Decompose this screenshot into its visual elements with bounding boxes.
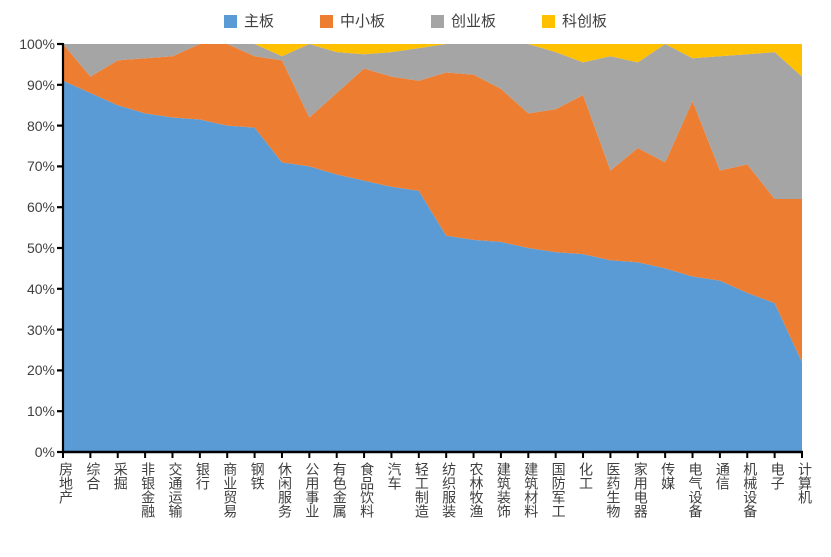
y-axis-tick-label: 90%: [26, 76, 55, 93]
x-axis-tick-label: 电子: [769, 462, 786, 490]
area-series-4: [63, 44, 802, 77]
chart-legend: 主板 中小板 创业板 科创板: [0, 8, 831, 34]
y-axis-tick-label: 10%: [26, 403, 55, 420]
y-axis-tick-label: 100%: [19, 36, 55, 52]
x-axis-tick-label: 轻工制造: [413, 462, 430, 518]
y-axis-tick-label: 20%: [26, 362, 55, 379]
x-axis-tick-label: 医药生物: [605, 462, 622, 518]
y-axis-tick-label: 70%: [26, 158, 55, 175]
y-axis-tick-label: 30%: [26, 321, 55, 338]
y-axis-tick-label: 0%: [34, 444, 55, 460]
x-axis-tick-label: 传媒: [660, 462, 677, 490]
area-series-2: [63, 44, 802, 363]
x-axis-tick-label: 有色金属: [331, 462, 348, 518]
x-axis-tick-label: 化工: [578, 462, 595, 490]
x-axis-tick-label: 银行: [194, 462, 211, 490]
x-axis-tick-label: 采掘: [112, 462, 129, 490]
legend-item-zhuban[interactable]: 主板: [223, 12, 274, 30]
area-series-1: [63, 80, 802, 452]
legend-label: 科创板: [562, 12, 608, 30]
y-axis-tick-label: 60%: [26, 199, 55, 216]
square-swatch-icon: [431, 14, 444, 28]
y-axis-tick-label: 40%: [26, 280, 55, 297]
x-axis-tick-label: 综合: [85, 462, 102, 490]
square-swatch-icon: [542, 14, 556, 28]
x-axis-tick-label: 汽车: [386, 462, 403, 490]
y-axis-tick-label: 80%: [26, 117, 55, 134]
x-axis-tick-label: 计算机: [797, 462, 813, 504]
x-axis-tick-label: 钢铁: [249, 462, 266, 490]
legend-label: 主板: [243, 12, 274, 30]
x-axis-tick-label: 机械设备: [742, 462, 759, 518]
x-axis-tick-label: 食品饮料: [359, 462, 376, 518]
x-axis-tick-label: 房地产: [58, 462, 74, 504]
x-axis-tick-labels: 房地产 综合 采掘 非银金融 交通运输 银行 商业贸易 钢铁 休闲服务 公用事业 有色金属 食品饮料汽…: [0, 462, 831, 557]
x-axis-tick-label: 建筑材料: [523, 462, 540, 518]
x-axis-tick-label: 电气设备: [687, 462, 704, 518]
legend-item-kechuangban[interactable]: 科创板: [542, 14, 607, 29]
legend-item-zhongxiaoban[interactable]: 中小板: [319, 12, 385, 30]
x-axis-tick-label: 建筑装饰: [495, 462, 512, 518]
legend-item-chuangyeban[interactable]: 创业板: [431, 14, 496, 29]
legend-label: 中小板: [339, 12, 385, 30]
x-axis-tick-label: 通信: [714, 462, 731, 490]
y-axis-tick-label: 50%: [26, 240, 55, 256]
x-axis-tick-label: 非银金融: [140, 462, 157, 518]
x-axis-tick-label: 纺织服装: [441, 462, 458, 518]
x-axis-tick-label: 休闲服务: [276, 462, 293, 518]
square-swatch-icon: [223, 14, 237, 28]
x-axis-tick-label: 商业贸易: [222, 462, 239, 518]
x-axis-tick-label: 交通运输: [167, 462, 184, 518]
x-axis-tick-label: 国防军工: [550, 462, 567, 518]
area-series-3: [63, 44, 802, 200]
x-axis-tick-label: 农林牧渔: [468, 462, 485, 518]
square-swatch-icon: [319, 14, 333, 28]
x-axis-tick-label: 家用电器: [632, 462, 649, 518]
legend-label: 创业板: [451, 12, 497, 30]
x-axis-tick-label: 公用事业: [304, 462, 321, 518]
